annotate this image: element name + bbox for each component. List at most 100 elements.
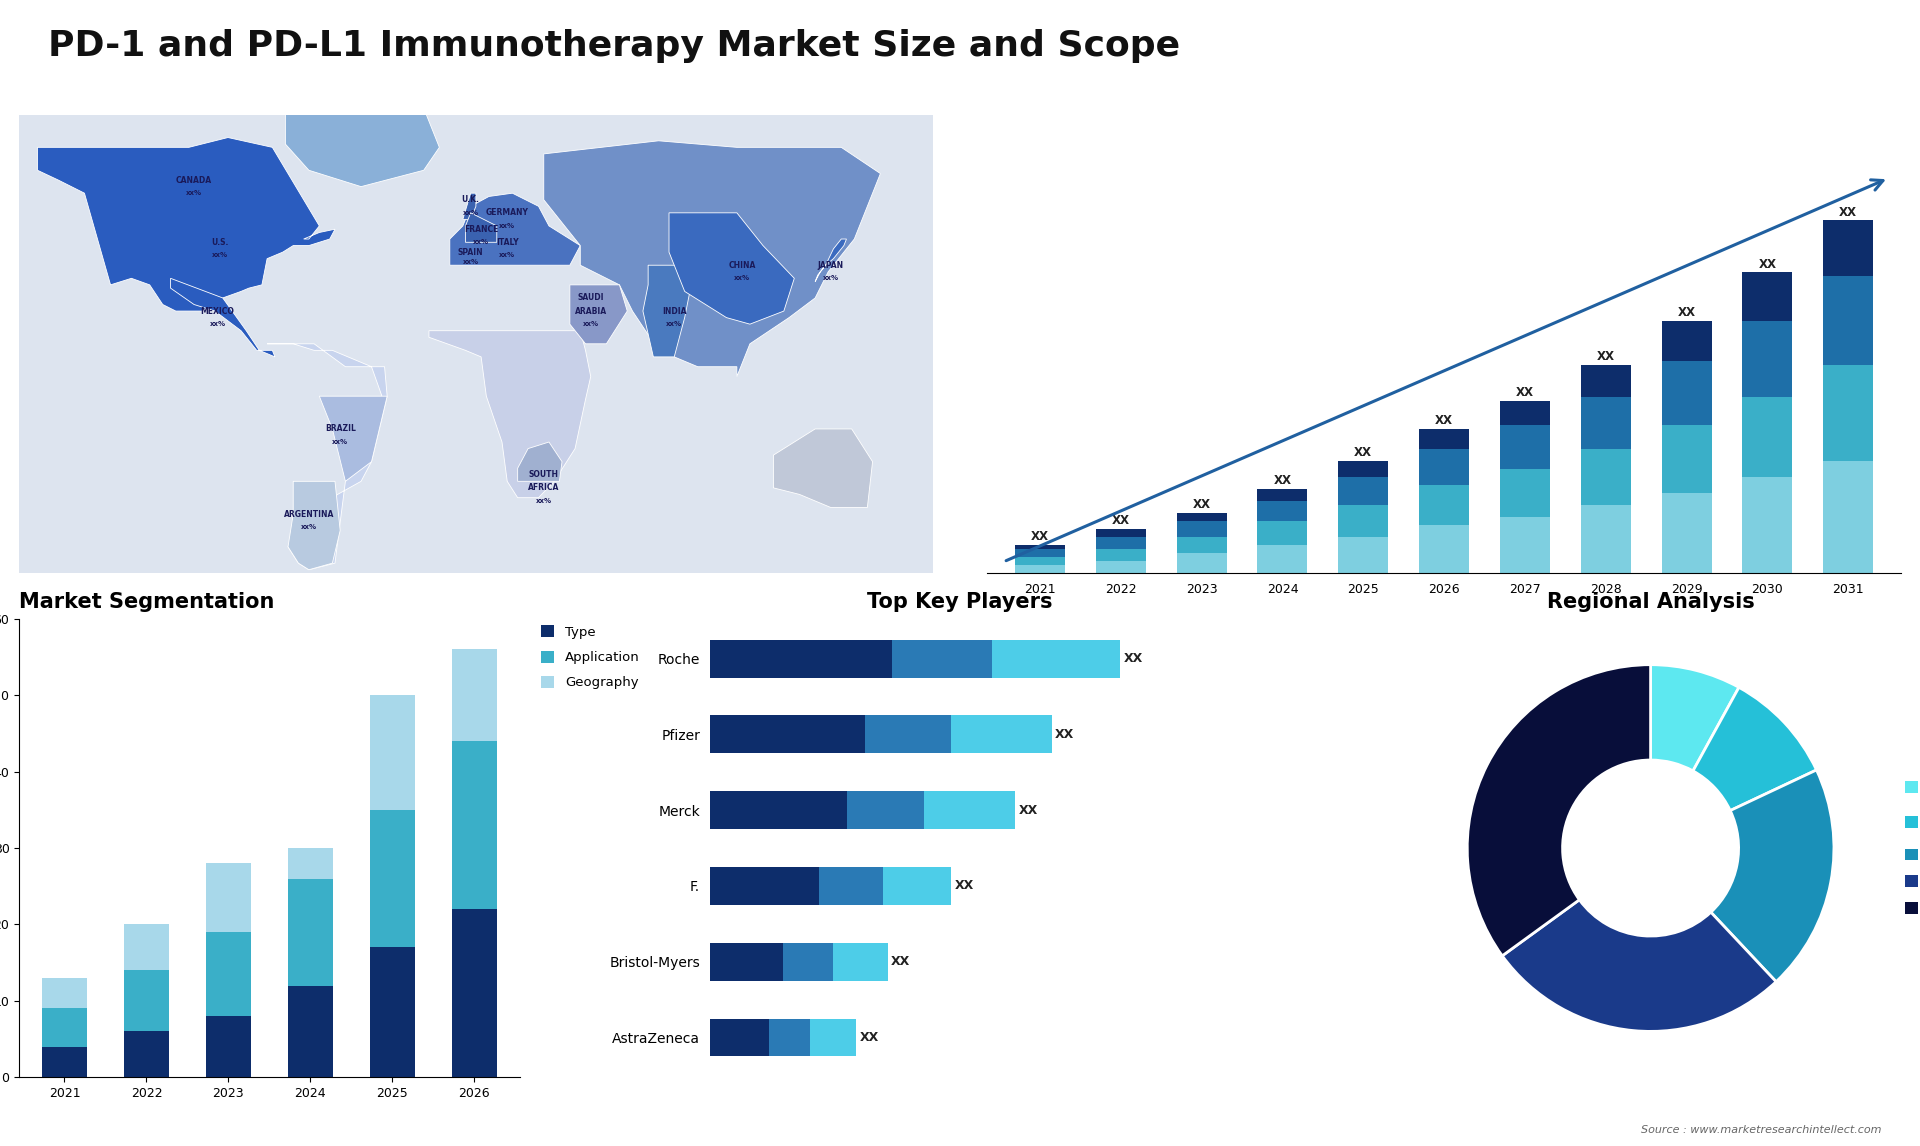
Polygon shape: [288, 481, 340, 570]
Text: PD-1 and PD-L1 Immunotherapy Market Size and Scope: PD-1 and PD-L1 Immunotherapy Market Size…: [48, 29, 1181, 63]
Bar: [1096, 562, 1146, 573]
Bar: [783, 943, 833, 981]
Bar: [1338, 537, 1388, 573]
Text: MEXICO: MEXICO: [200, 307, 234, 315]
Text: xx%: xx%: [666, 321, 682, 327]
Bar: [1419, 485, 1469, 525]
Bar: [1741, 321, 1793, 397]
Text: xx%: xx%: [186, 190, 202, 196]
Text: XX: XX: [1434, 414, 1453, 427]
Bar: [42, 1046, 86, 1077]
Bar: [710, 715, 864, 753]
Text: ITALY: ITALY: [495, 238, 518, 246]
Text: XX: XX: [1759, 258, 1776, 270]
Text: SOUTH: SOUTH: [528, 470, 559, 479]
Text: XX: XX: [1112, 515, 1129, 527]
Text: SPAIN: SPAIN: [457, 248, 484, 257]
Text: AFRICA: AFRICA: [528, 484, 559, 493]
Bar: [1258, 501, 1308, 521]
Bar: [1824, 276, 1874, 364]
Bar: [820, 868, 883, 905]
Bar: [864, 715, 950, 753]
Text: Source : www.marketresearchintellect.com: Source : www.marketresearchintellect.com: [1642, 1124, 1882, 1135]
Polygon shape: [570, 285, 628, 344]
Bar: [1177, 513, 1227, 521]
Bar: [1824, 461, 1874, 573]
Text: xx%: xx%: [582, 321, 599, 327]
Polygon shape: [518, 442, 563, 481]
Bar: [1258, 545, 1308, 573]
Wedge shape: [1711, 770, 1834, 982]
Bar: [1419, 525, 1469, 573]
Text: JAPAN: JAPAN: [818, 261, 845, 269]
Polygon shape: [816, 240, 847, 282]
Polygon shape: [38, 138, 334, 311]
Bar: [1500, 469, 1549, 517]
Title: Top Key Players: Top Key Players: [868, 591, 1052, 612]
Bar: [1741, 397, 1793, 477]
Bar: [1338, 477, 1388, 505]
Text: XX: XX: [1273, 474, 1292, 487]
Bar: [205, 932, 252, 1017]
Polygon shape: [463, 194, 476, 219]
Polygon shape: [543, 141, 881, 377]
Bar: [1580, 397, 1630, 449]
Text: XX: XX: [1056, 728, 1075, 740]
Text: XX: XX: [1031, 531, 1048, 543]
Bar: [125, 971, 169, 1031]
Text: GERMANY: GERMANY: [486, 209, 528, 218]
Legend: Type, Application, Geography: Type, Application, Geography: [541, 626, 639, 690]
Polygon shape: [428, 331, 591, 497]
Text: xx%: xx%: [209, 321, 227, 327]
Bar: [1258, 521, 1308, 545]
Bar: [1177, 554, 1227, 573]
Text: XX: XX: [1597, 350, 1615, 363]
Wedge shape: [1693, 688, 1816, 810]
Text: XX: XX: [891, 956, 910, 968]
Title: Regional Analysis: Regional Analysis: [1548, 591, 1755, 612]
Text: FRANCE: FRANCE: [465, 225, 499, 234]
Legend: Latin America, Middle East &
Africa, Asia Pacific, Europe, North America: Latin America, Middle East & Africa, Asi…: [1905, 780, 1920, 916]
Wedge shape: [1467, 665, 1651, 956]
Text: XX: XX: [1192, 499, 1212, 511]
Polygon shape: [171, 278, 275, 356]
Text: INDIA: INDIA: [662, 307, 687, 315]
Polygon shape: [449, 194, 580, 265]
Bar: [1741, 477, 1793, 573]
Polygon shape: [319, 397, 388, 481]
Bar: [893, 639, 993, 677]
Bar: [1661, 361, 1711, 425]
Text: xx%: xx%: [472, 240, 490, 245]
Bar: [125, 925, 169, 971]
Bar: [371, 696, 415, 810]
Bar: [288, 986, 332, 1077]
Bar: [205, 1017, 252, 1077]
Text: SAUDI: SAUDI: [578, 293, 605, 303]
Text: XX: XX: [1020, 803, 1039, 817]
Text: Market Segmentation: Market Segmentation: [19, 591, 275, 612]
Text: XX: XX: [1839, 206, 1857, 219]
Bar: [1177, 537, 1227, 554]
Bar: [883, 868, 950, 905]
Bar: [1338, 461, 1388, 477]
Bar: [125, 1031, 169, 1077]
Bar: [1580, 505, 1630, 573]
Bar: [810, 1019, 856, 1057]
Bar: [1096, 549, 1146, 562]
Text: xx%: xx%: [499, 252, 515, 258]
Text: xx%: xx%: [301, 524, 317, 531]
Bar: [1500, 401, 1549, 425]
Polygon shape: [774, 429, 872, 508]
Bar: [1419, 449, 1469, 485]
Text: XX: XX: [1678, 306, 1695, 319]
Bar: [924, 791, 1016, 829]
Bar: [451, 909, 497, 1077]
Bar: [371, 810, 415, 948]
Text: xx%: xx%: [824, 275, 839, 281]
Text: ARABIA: ARABIA: [574, 307, 607, 315]
Polygon shape: [668, 213, 795, 324]
Bar: [710, 943, 783, 981]
Polygon shape: [286, 108, 440, 187]
Bar: [1016, 557, 1066, 565]
Text: xx%: xx%: [211, 252, 228, 258]
